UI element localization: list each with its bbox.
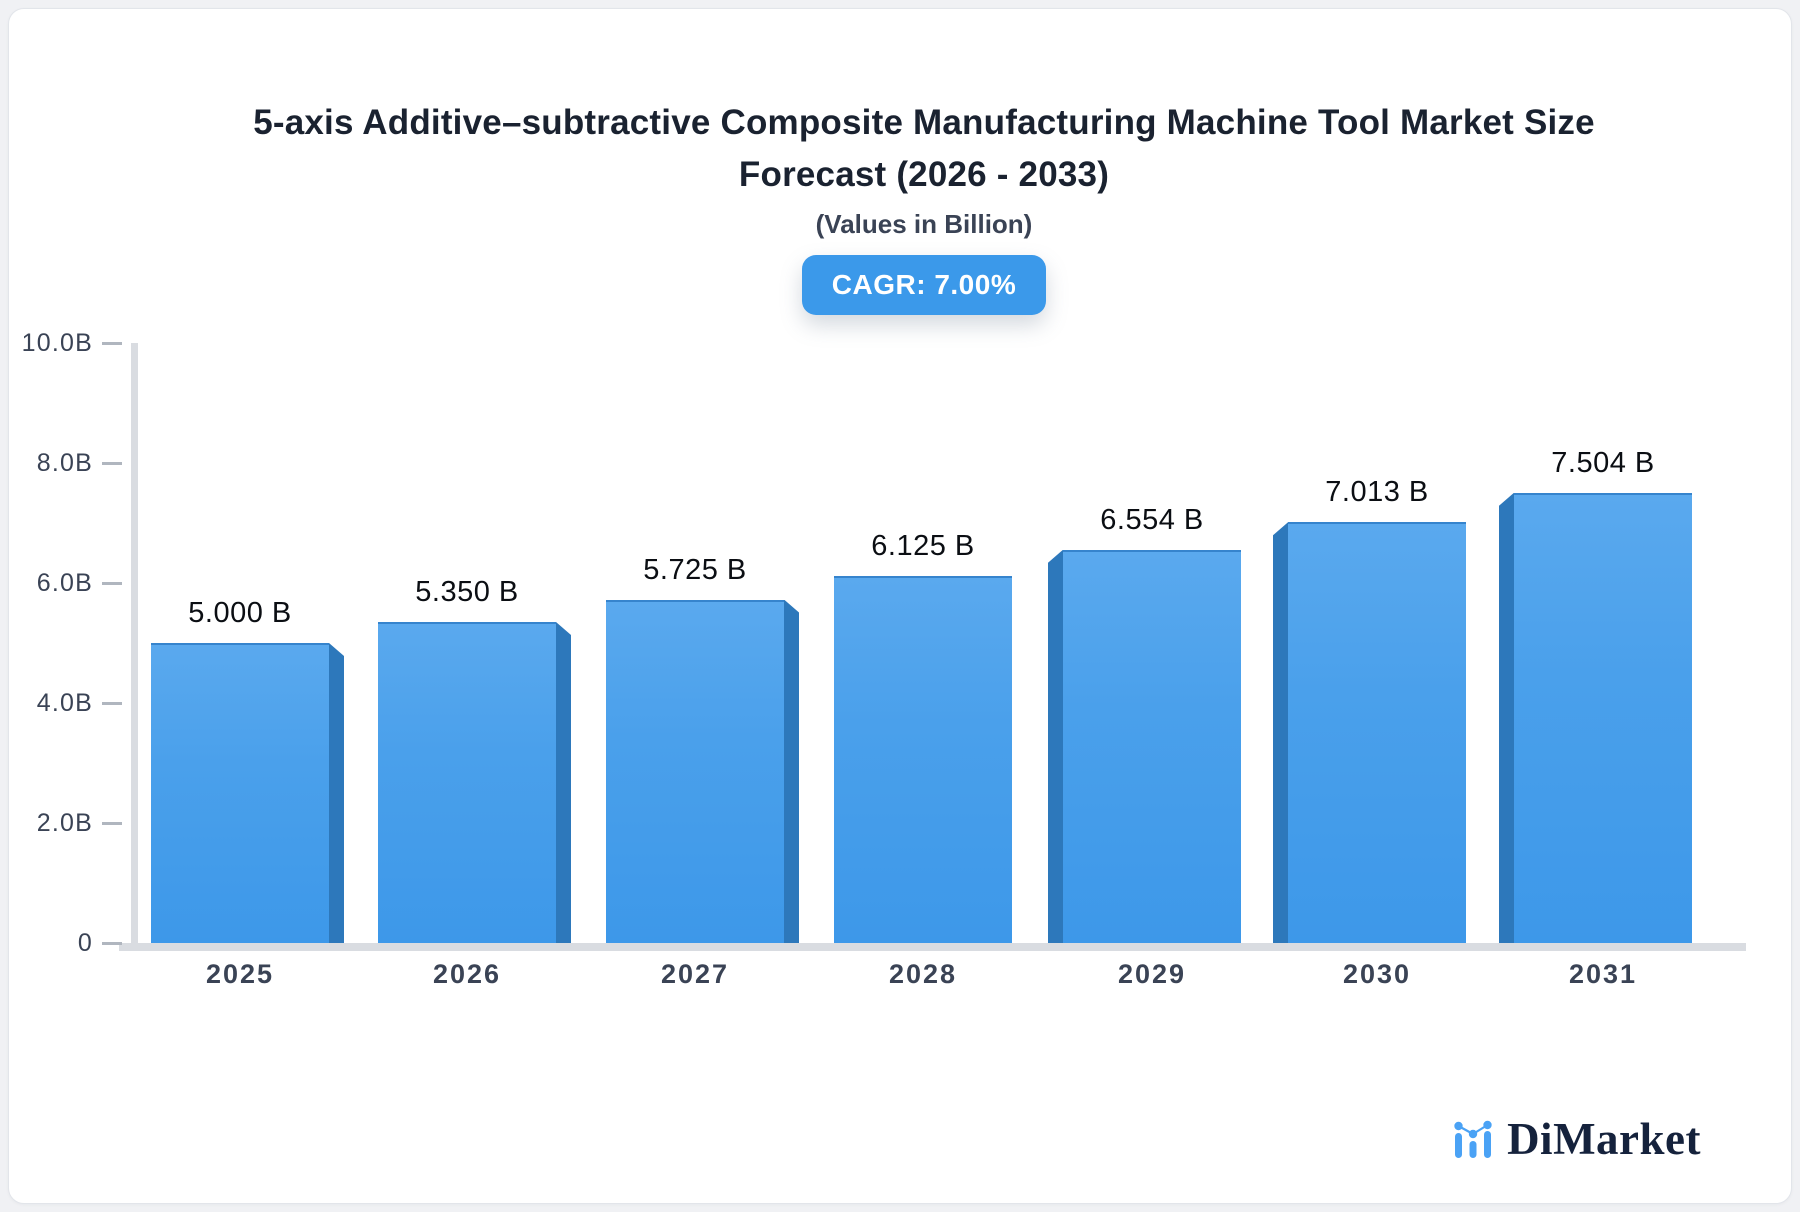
x-tick-label: 2025: [205, 959, 275, 989]
bar-side-face: [1048, 549, 1063, 943]
y-tick-mark: [102, 942, 122, 945]
bar-side-face: [1499, 492, 1514, 943]
chart-subtitle: (Values in Billion): [815, 209, 1033, 239]
y-tick-mark: [102, 462, 122, 465]
chart-stage: 5-axis Additive–subtractive Composite Ma…: [9, 9, 1791, 1203]
x-tick-label: 2031: [1568, 959, 1638, 989]
bar-side-face: [329, 643, 344, 943]
y-tick-mark: [102, 342, 122, 345]
bar-side-face: [784, 599, 799, 943]
y-tick-mark: [102, 702, 122, 705]
y-tick-label: 4.0B: [36, 689, 93, 717]
x-axis-baseline: [119, 943, 1746, 951]
x-tick-label: 2028: [888, 959, 958, 989]
bar-2026: [378, 622, 556, 943]
x-tick-label: 2026: [432, 959, 502, 989]
bar-chart-logo-icon: [1454, 1120, 1492, 1158]
bar-value-label: 6.125 B: [871, 529, 975, 562]
bar-value-label: 7.013 B: [1325, 476, 1429, 509]
bar-2031: [1514, 492, 1692, 943]
bar-2025: [151, 643, 329, 943]
bar-2028: [834, 575, 1012, 943]
y-tick-mark: [102, 822, 122, 825]
y-axis-line: [131, 343, 138, 951]
chart-title-line2: Forecast (2026 - 2033): [738, 155, 1110, 194]
bar-side-face: [556, 622, 571, 943]
bar-value-label: 5.350 B: [415, 576, 519, 608]
y-tick-label: 6.0B: [36, 569, 93, 597]
x-tick-label: 2027: [660, 959, 730, 989]
chart-header: 5-axis Additive–subtractive Composite Ma…: [9, 97, 1791, 315]
y-tick-label: 8.0B: [36, 449, 93, 477]
bar-value-label: 5.000 B: [188, 597, 292, 629]
x-tick-label: 2029: [1117, 959, 1187, 989]
bar-2030: [1288, 522, 1466, 943]
cagr-badge: CAGR: 7.00%: [801, 255, 1047, 315]
bar-value-label: 7.504 B: [1551, 446, 1655, 479]
y-tick-label: 0: [77, 929, 93, 957]
bar-2029: [1063, 549, 1241, 943]
x-tick-label: 2030: [1342, 959, 1412, 989]
dimarket-logo: DiMarket: [1453, 1113, 1701, 1165]
chart-title-line1: 5-axis Additive–subtractive Composite Ma…: [253, 103, 1595, 142]
bar-value-label: 5.725 B: [643, 553, 747, 586]
y-tick-mark: [102, 582, 122, 585]
bar-value-label: 6.554 B: [1100, 503, 1204, 536]
bar-2027: [606, 599, 784, 943]
logo-text: DiMarket: [1507, 1114, 1701, 1164]
bar-side-face: [1273, 522, 1288, 943]
report-card: 5-axis Additive–subtractive Composite Ma…: [8, 8, 1792, 1204]
y-tick-label: 10.0B: [21, 329, 93, 357]
y-tick-label: 2.0B: [36, 809, 93, 837]
